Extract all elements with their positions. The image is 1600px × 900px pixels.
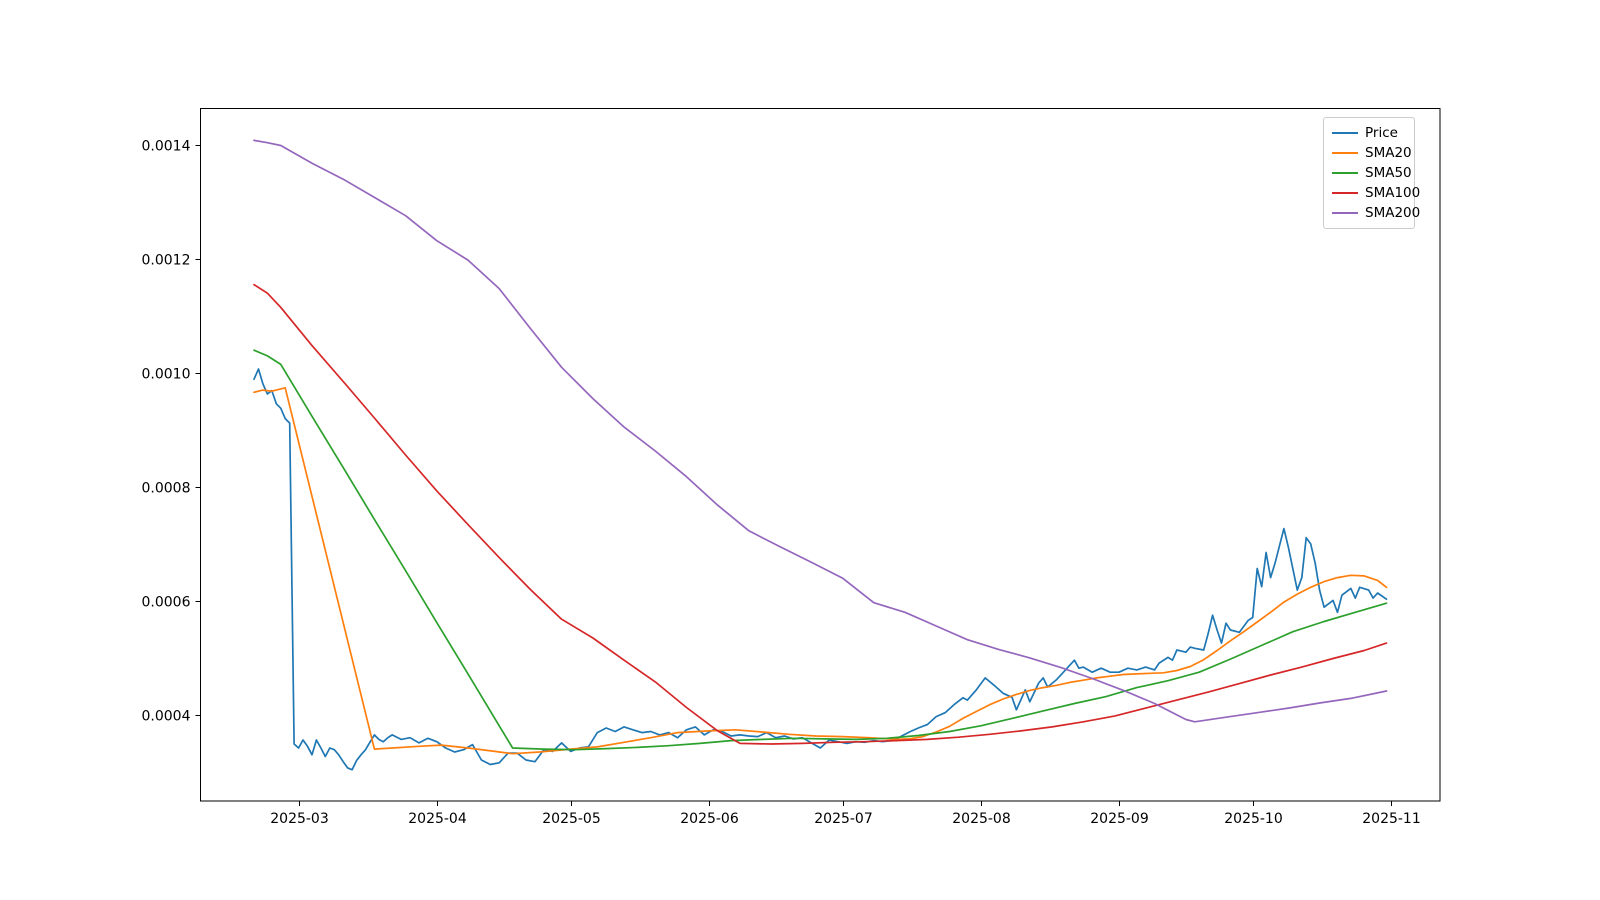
legend-label: Price <box>1365 125 1398 141</box>
x-tick-label: 2025-11 <box>1362 811 1421 827</box>
series-line-price <box>253 368 1388 771</box>
y-tick-label: 0.0010 <box>142 367 191 383</box>
sma50-line-swatch <box>1332 172 1358 174</box>
x-tick-label: 2025-05 <box>542 811 601 827</box>
y-tick-label: 0.0008 <box>142 481 191 497</box>
legend-label: SMA200 <box>1365 205 1421 221</box>
series-line-sma20 <box>253 386 1388 755</box>
legend-item-price: Price <box>1332 123 1407 143</box>
y-tick-label: 0.0014 <box>142 139 191 155</box>
x-tick-label: 2025-06 <box>680 811 739 827</box>
sma100-line-swatch <box>1332 192 1358 194</box>
legend-item-sma200: SMA200 <box>1332 203 1420 223</box>
x-tick-label: 2025-09 <box>1090 811 1149 827</box>
x-tick-label: 2025-07 <box>814 811 873 827</box>
legend-label: SMA100 <box>1365 185 1421 201</box>
legend-item-sma50: SMA50 <box>1332 163 1412 183</box>
legend-label: SMA20 <box>1365 145 1412 161</box>
x-tick-label: 2025-03 <box>270 811 329 827</box>
y-tick-label: 0.0006 <box>142 595 191 611</box>
axes-frame <box>200 108 1441 802</box>
sma20-line-swatch <box>1332 152 1358 154</box>
sma200-line-swatch <box>1332 212 1358 214</box>
legend-item-sma20: SMA20 <box>1332 143 1412 163</box>
x-tick-label: 2025-08 <box>952 811 1011 827</box>
series-line-sma100 <box>253 283 1388 745</box>
series-line-sma50 <box>253 349 1388 751</box>
y-tick-label: 0.0012 <box>142 253 191 269</box>
legend-label: SMA50 <box>1365 165 1412 181</box>
x-tick-label: 2025-10 <box>1224 811 1283 827</box>
legend: Price SMA20 SMA50 SMA100 SMA200 <box>1323 117 1420 229</box>
x-tick-label: 2025-04 <box>408 811 467 827</box>
legend-item-sma100: SMA100 <box>1332 183 1420 203</box>
price-line-swatch <box>1332 132 1358 134</box>
series-line-sma200 <box>253 139 1388 723</box>
y-tick-label: 0.0004 <box>142 709 191 725</box>
